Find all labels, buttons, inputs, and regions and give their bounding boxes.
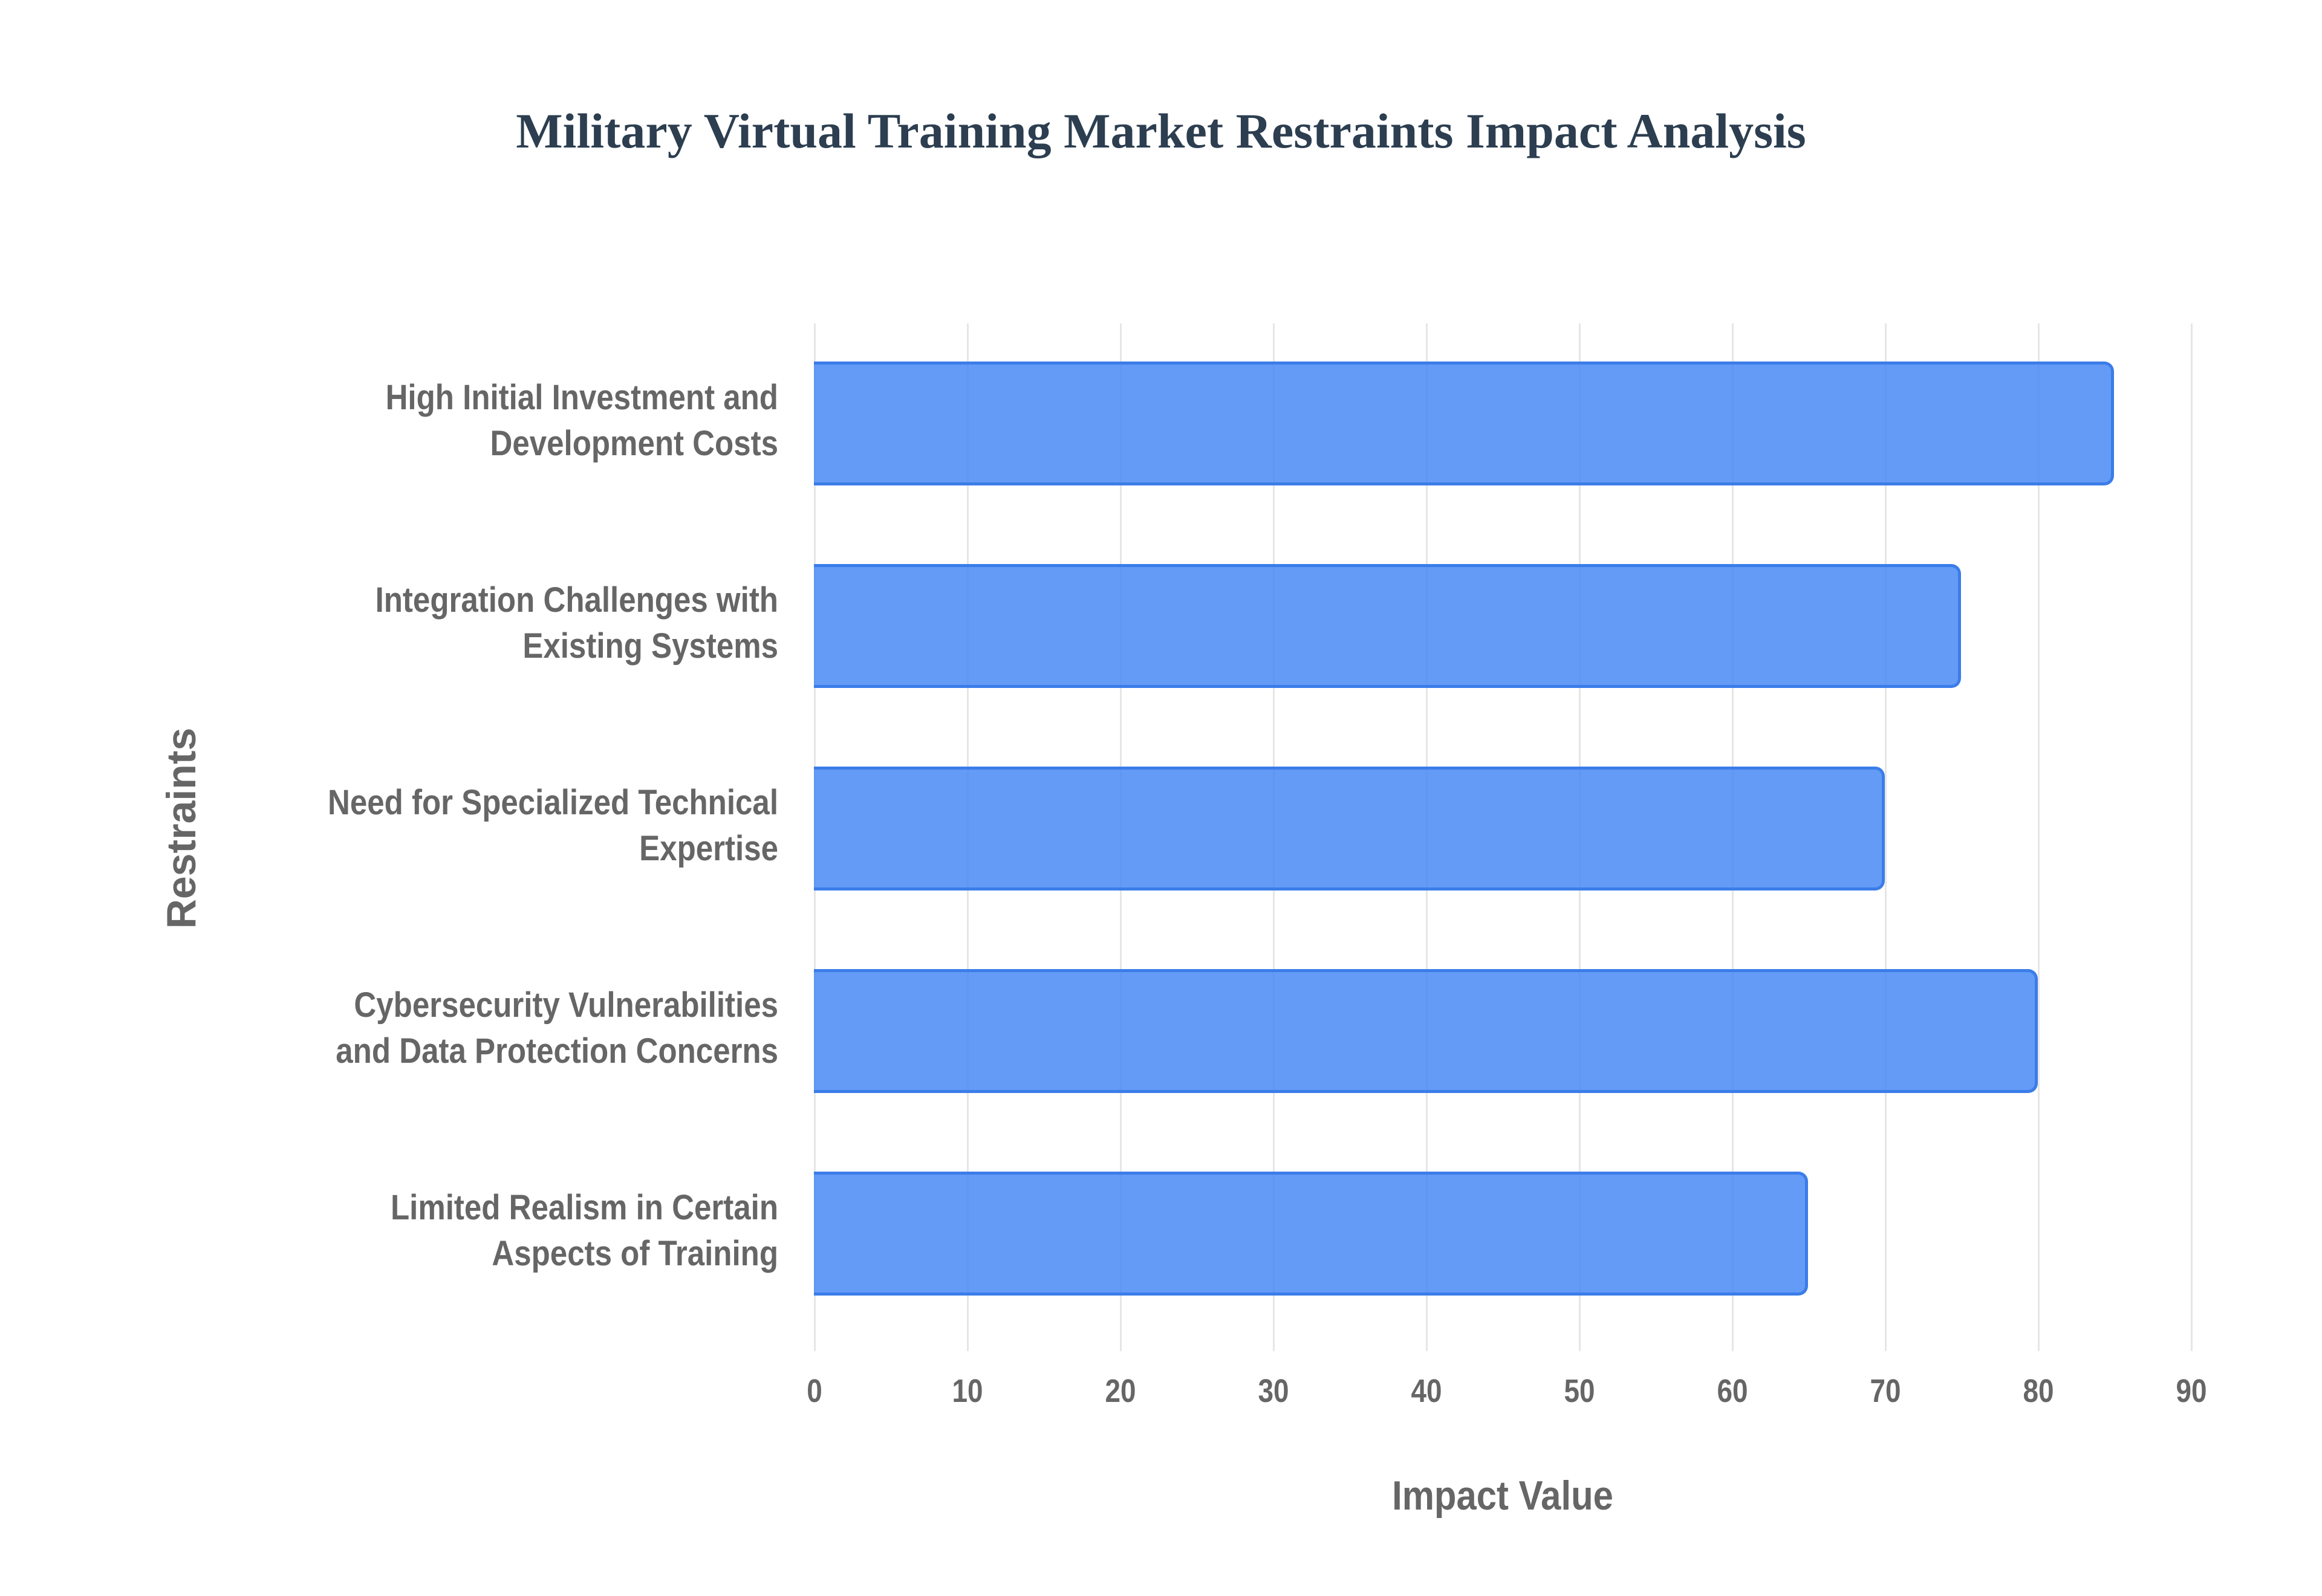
category-label-integration-challenges: Integration Challenges with Existing Sys… [253,577,778,669]
gridline-90 [2191,323,2193,1351]
category-label-high-initial-investment: High Initial Investment and Development … [253,375,778,467]
label-line-2: Development Costs [490,424,778,463]
label-line-1: Integration Challenges with [375,580,778,620]
gridline-70 [1885,323,1887,1351]
bar-limited-realism[interactable] [814,1172,1808,1296]
label-line-1: Cybersecurity Vulnerabilities [354,985,778,1025]
x-tick-0: 0 [807,1373,822,1409]
label-line-1: Limited Realism in Certain [391,1188,778,1227]
x-axis-title: Impact Value [1392,1473,1613,1519]
label-line-2: Expertise [639,829,778,868]
label-line-2: and Data Protection Concerns [336,1031,778,1071]
x-tick-80: 80 [2023,1373,2054,1409]
y-axis-title: Restraints [158,727,204,929]
bar-high-initial-investment[interactable] [814,362,2114,485]
x-tick-90: 90 [2176,1373,2207,1409]
category-label-cybersecurity: Cybersecurity Vulnerabilities and Data P… [253,982,778,1074]
label-line-2: Aspects of Training [492,1234,778,1273]
x-tick-70: 70 [1870,1373,1901,1409]
category-label-specialized-expertise: Need for Specialized Technical Expertise [253,780,778,872]
gridline-80 [2038,323,2040,1351]
x-tick-20: 20 [1105,1373,1136,1409]
x-tick-10: 10 [952,1373,983,1409]
label-line-1: High Initial Investment and [385,378,778,417]
bar-specialized-expertise[interactable] [814,767,1885,890]
category-label-limited-realism: Limited Realism in Certain Aspects of Tr… [253,1185,778,1277]
bar-integration-challenges[interactable] [814,564,1961,688]
x-tick-30: 30 [1258,1373,1289,1409]
x-tick-50: 50 [1564,1373,1595,1409]
chart-title: Military Virtual Training Market Restrai… [516,103,1806,158]
x-tick-40: 40 [1411,1373,1442,1409]
plot-area [814,323,2193,1351]
label-line-2: Existing Systems [522,626,778,666]
x-tick-60: 60 [1717,1373,1748,1409]
bar-cybersecurity[interactable] [814,969,2038,1093]
label-line-1: Need for Specialized Technical [327,783,778,822]
